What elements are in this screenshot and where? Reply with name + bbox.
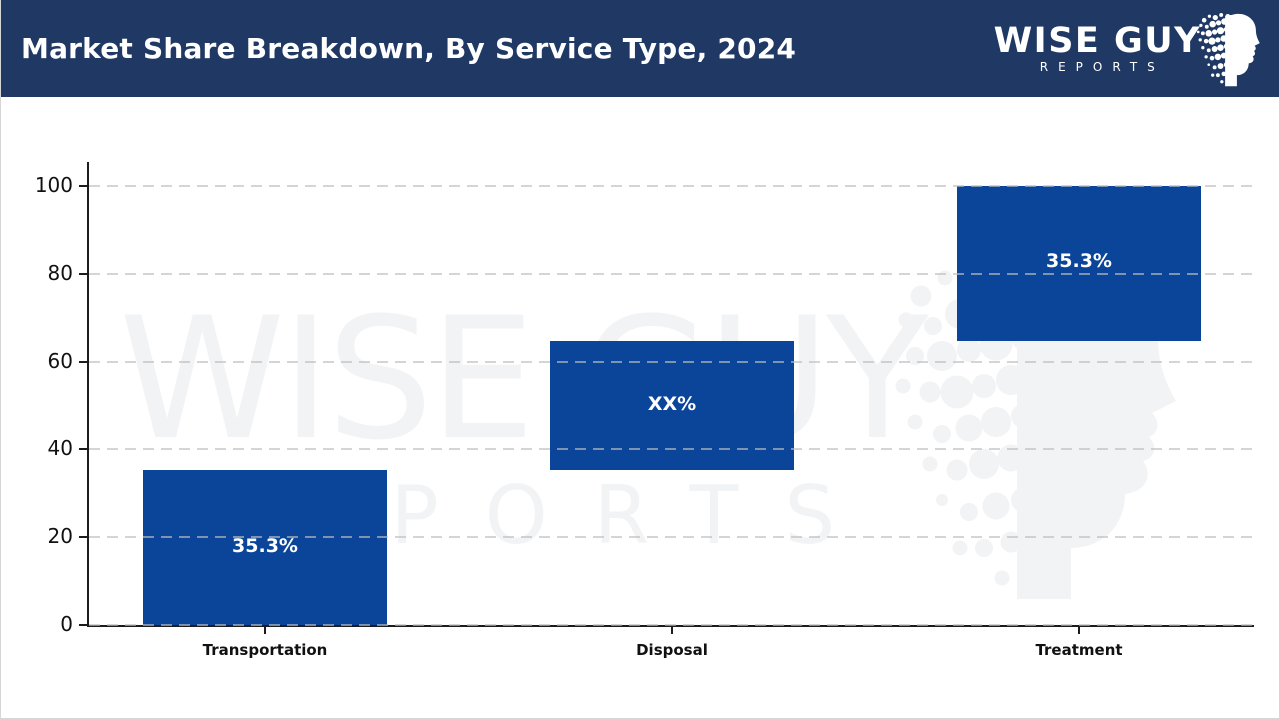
y-tick-label: 20 [47,524,73,549]
x-tick-mark [671,627,673,634]
y-tick-mark [79,536,87,539]
gridline [89,448,1254,451]
logo-wordmark: WISE GUY [993,20,1201,61]
y-tick-label: 40 [47,436,73,461]
logo-text: WISE GUY REPORTS [993,20,1201,75]
y-tick-mark [79,360,87,363]
logo-subtitle: REPORTS [1039,60,1165,75]
bar-value-label: 35.3% [232,534,298,557]
bar-chart: 0 20 40 60 80 100 35.3% Transportation XX% Dispos… [1,97,1279,718]
y-tick-mark [79,272,87,275]
gridline [89,272,1254,275]
y-tick-label: 0 [60,612,73,636]
header-bar: Market Share Breakdown, By Service Type,… [1,0,1279,97]
gridline [89,185,1254,187]
x-axis-label: Transportation [202,641,328,659]
y-tick-mark [79,185,87,187]
y-tick-label: 100 [34,173,73,197]
x-axis-label: Disposal [636,641,708,659]
bar-value-label: 35.3% [1046,250,1112,273]
x-tick-mark [1078,627,1080,634]
x-axis-spine [87,625,1254,627]
bar-value-label: XX% [647,392,697,415]
y-axis-spine [87,162,89,627]
y-tick-label: 60 [47,348,73,373]
y-tick-label: 80 [47,260,73,285]
gridline [89,624,1254,626]
bar [143,470,387,625]
y-tick-mark [79,448,87,451]
wiseguy-head-icon [1195,8,1267,90]
x-axis-label: Treatment [1035,641,1123,659]
gridline [89,360,1254,363]
gridline [89,536,1254,539]
x-tick-mark [264,627,266,634]
page-title: Market Share Breakdown, By Service Type,… [21,32,797,65]
y-tick-mark [79,624,87,626]
wiseguy-logo: WISE GUY REPORTS [994,8,1267,90]
